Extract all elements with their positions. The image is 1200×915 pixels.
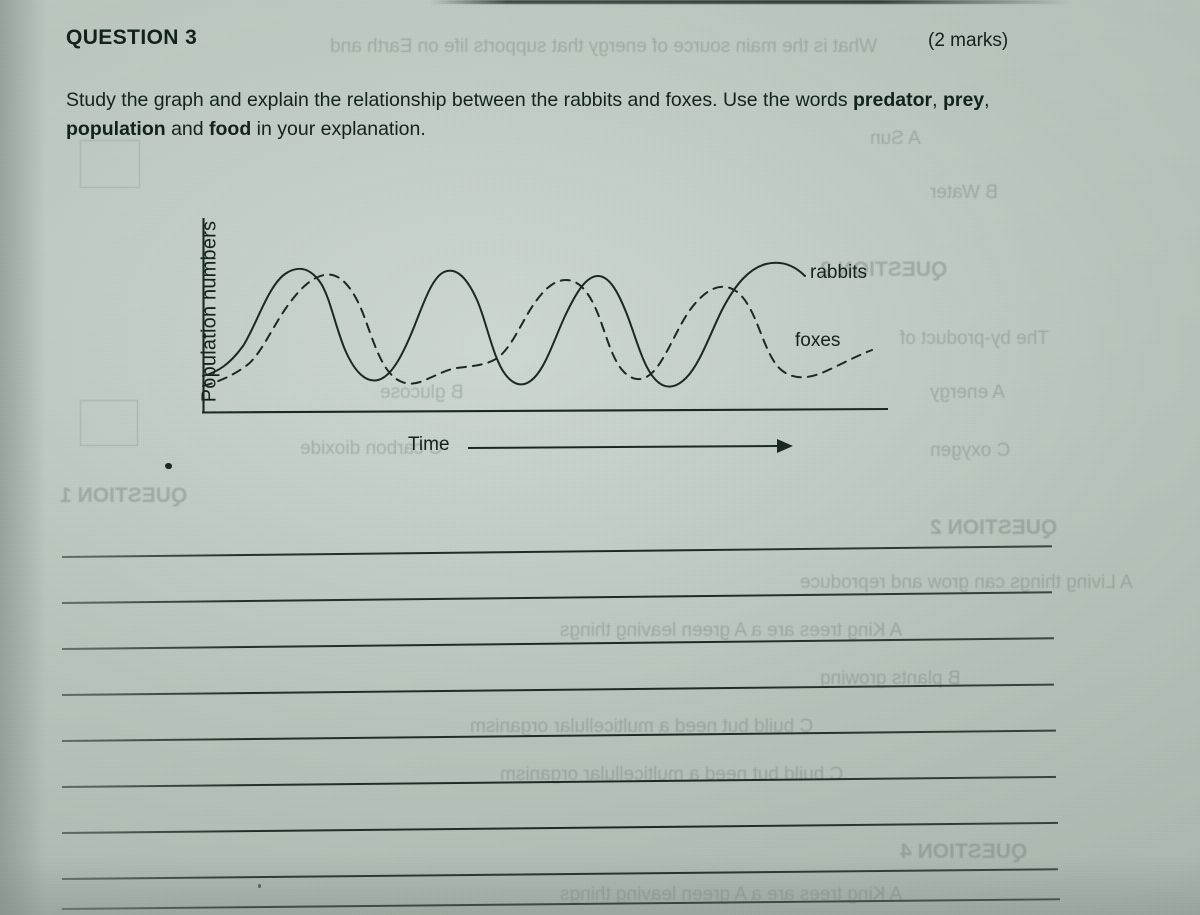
foxes-curve — [202, 273, 873, 387]
answer-ruled-line[interactable] — [61, 775, 1056, 788]
ink-dot-mark — [165, 463, 172, 469]
question-title: QUESTION 3 — [66, 26, 198, 49]
answer-ruled-line[interactable] — [61, 729, 1056, 742]
keyword-predator: predator — [853, 89, 933, 111]
answer-ruled-line[interactable] — [61, 821, 1058, 834]
show-through-box — [80, 400, 138, 446]
answer-ruled-line[interactable] — [61, 545, 1052, 558]
graph-svg — [201, 218, 889, 453]
prompt-text-1: Study the graph and explain the relation… — [66, 89, 853, 111]
prompt-separator: , — [932, 89, 943, 111]
time-axis-arrow-line — [467, 445, 778, 449]
predator-prey-graph: Population numbers Time rabbits foxes — [150, 200, 940, 490]
page-left-shadow — [0, 0, 46, 915]
series-label-rabbits: rabbits — [810, 262, 868, 283]
x-axis-label: Time — [408, 434, 450, 455]
question-prompt: Study the graph and explain the relation… — [66, 86, 1066, 144]
keyword-food: food — [209, 118, 252, 140]
page-bottom-shadow — [0, 855, 1200, 915]
time-axis-arrow-head — [777, 439, 793, 453]
keyword-prey: prey — [942, 89, 985, 111]
show-through-box — [80, 140, 140, 188]
x-axis-line — [201, 407, 889, 414]
prompt-text-2: in your explanation. — [251, 118, 426, 140]
ink-speck — [258, 884, 261, 888]
keyword-population: population — [66, 118, 166, 140]
answer-ruled-line[interactable] — [61, 683, 1054, 696]
answer-ruled-line[interactable] — [61, 591, 1052, 604]
prompt-separator: and — [165, 118, 210, 140]
rabbits-curve — [202, 261, 806, 388]
answer-ruled-line[interactable] — [61, 637, 1054, 650]
prompt-separator: , — [984, 89, 990, 111]
question-marks: (2 marks) — [928, 30, 1009, 51]
page-top-edge — [430, 0, 1070, 4]
series-label-foxes: foxes — [795, 330, 841, 351]
